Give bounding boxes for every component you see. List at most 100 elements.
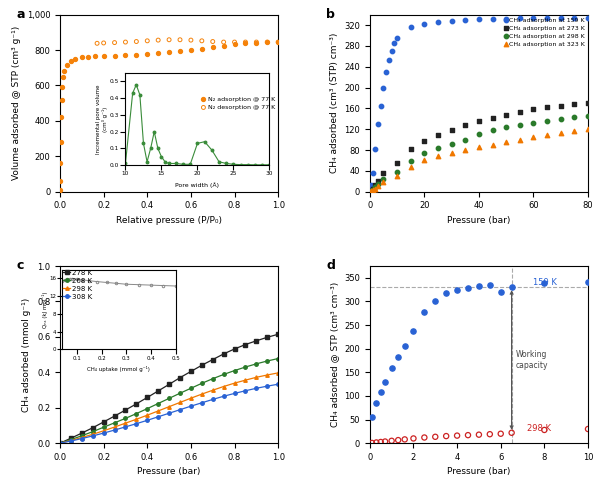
- Point: [583, 425, 593, 433]
- 278 K: [111, 413, 118, 419]
- Y-axis label: CH₄ adsorbed (mmol g⁻¹): CH₄ adsorbed (mmol g⁻¹): [22, 298, 31, 412]
- N₂ adsorption @ 77 K: [77, 54, 86, 61]
- 308 K: [155, 414, 162, 420]
- CH₄ adsorption at 298 K: [569, 113, 579, 121]
- N₂ desorption @ 77 K: [186, 36, 196, 44]
- Point: [394, 436, 403, 444]
- CH₄ adsorption at 273 K: [447, 126, 457, 134]
- CH₄ adsorption at 159 K: [392, 34, 402, 42]
- N₂ desorption @ 77 K: [121, 38, 130, 46]
- 268 K: [198, 380, 205, 386]
- N₂ adsorption @ 77 K: [241, 39, 250, 47]
- 268 K: [155, 401, 162, 407]
- 278 K: [89, 425, 97, 431]
- Point: [387, 437, 397, 445]
- CH₄ adsorption at 159 K: [447, 17, 457, 25]
- Point: [380, 378, 390, 386]
- CH₄ adsorption at 298 K: [419, 149, 429, 156]
- CH₄ adsorption at 298 K: [366, 187, 376, 195]
- CH₄ adsorption at 323 K: [365, 188, 375, 196]
- CH₄ adsorption at 273 K: [379, 169, 388, 177]
- CH₄ adsorption at 273 K: [460, 121, 470, 129]
- N₂ adsorption @ 77 K: [55, 186, 65, 194]
- N₂ desorption @ 77 K: [219, 38, 229, 46]
- Point: [474, 282, 484, 290]
- 268 K: [242, 364, 249, 370]
- N₂ desorption @ 77 K: [175, 36, 185, 44]
- CH₄ adsorption at 159 K: [556, 14, 566, 22]
- CH₄ adsorption at 159 K: [384, 56, 394, 64]
- 268 K: [166, 395, 173, 401]
- Text: c: c: [16, 259, 24, 272]
- CH₄ adsorption at 298 K: [460, 136, 470, 144]
- 278 K: [155, 388, 162, 394]
- 268 K: [56, 440, 64, 446]
- CH₄ adsorption at 323 K: [370, 185, 380, 192]
- N₂ adsorption @ 77 K: [58, 83, 67, 91]
- CH₄ adsorption at 273 K: [474, 117, 484, 125]
- 298 K: [111, 424, 118, 430]
- Text: a: a: [16, 7, 25, 20]
- Point: [394, 353, 403, 361]
- Point: [371, 399, 381, 407]
- 298 K: [166, 404, 173, 410]
- Point: [539, 279, 549, 286]
- Legend: N₂ adsorption @ 77 K, N₂ desorption @ 77 K: N₂ adsorption @ 77 K, N₂ desorption @ 77…: [201, 96, 275, 110]
- Point: [442, 432, 451, 440]
- 268 K: [187, 385, 194, 391]
- X-axis label: Pressure (bar): Pressure (bar): [447, 216, 511, 225]
- 308 K: [242, 388, 249, 393]
- N₂ desorption @ 77 K: [92, 39, 102, 47]
- CH₄ adsorption at 323 K: [556, 130, 566, 137]
- CH₄ adsorption at 298 K: [367, 187, 376, 195]
- N₂ adsorption @ 77 K: [83, 53, 93, 61]
- Line: 298 K: 298 K: [58, 371, 280, 445]
- CH₄ adsorption at 273 K: [529, 106, 538, 113]
- 268 K: [176, 390, 184, 396]
- CH₄ adsorption at 323 K: [373, 182, 383, 190]
- 278 K: [187, 369, 194, 375]
- CH₄ adsorption at 298 K: [447, 140, 457, 148]
- CH₄ adsorption at 159 K: [569, 14, 579, 21]
- 278 K: [166, 381, 173, 387]
- N₂ desorption @ 77 K: [230, 38, 239, 46]
- 308 K: [220, 393, 227, 399]
- CH₄ adsorption at 159 K: [376, 102, 386, 110]
- 268 K: [89, 429, 97, 434]
- CH₄ adsorption at 323 K: [368, 187, 377, 194]
- 278 K: [133, 401, 140, 407]
- 308 K: [231, 391, 238, 396]
- N₂ adsorption @ 77 K: [62, 61, 71, 69]
- 268 K: [209, 376, 217, 382]
- N₂ adsorption @ 77 K: [197, 45, 206, 53]
- N₂ adsorption @ 77 K: [110, 52, 119, 59]
- N₂ desorption @ 77 K: [208, 37, 218, 45]
- CH₄ adsorption at 298 K: [542, 117, 552, 125]
- CH₄ adsorption at 298 K: [373, 180, 383, 188]
- N₂ adsorption @ 77 K: [70, 55, 80, 63]
- Point: [419, 433, 429, 441]
- 298 K: [209, 387, 217, 393]
- N₂ adsorption @ 77 K: [274, 38, 283, 46]
- CH₄ adsorption at 159 K: [460, 16, 470, 24]
- 298 K: [242, 377, 249, 383]
- 278 K: [56, 440, 64, 446]
- Point: [507, 429, 517, 437]
- 268 K: [67, 437, 74, 443]
- N₂ desorption @ 77 K: [274, 38, 283, 46]
- 278 K: [253, 338, 260, 344]
- 308 K: [78, 436, 85, 442]
- CH₄ adsorption at 273 K: [542, 103, 552, 111]
- CH₄ adsorption at 298 K: [365, 187, 375, 195]
- 308 K: [133, 421, 140, 427]
- CH₄ adsorption at 323 K: [392, 172, 402, 180]
- 268 K: [143, 406, 151, 412]
- Point: [430, 433, 440, 441]
- 298 K: [155, 408, 162, 414]
- 268 K: [100, 424, 107, 430]
- Point: [496, 288, 506, 296]
- 268 K: [122, 415, 129, 421]
- 268 K: [78, 433, 85, 439]
- 308 K: [198, 400, 205, 406]
- 298 K: [89, 431, 97, 437]
